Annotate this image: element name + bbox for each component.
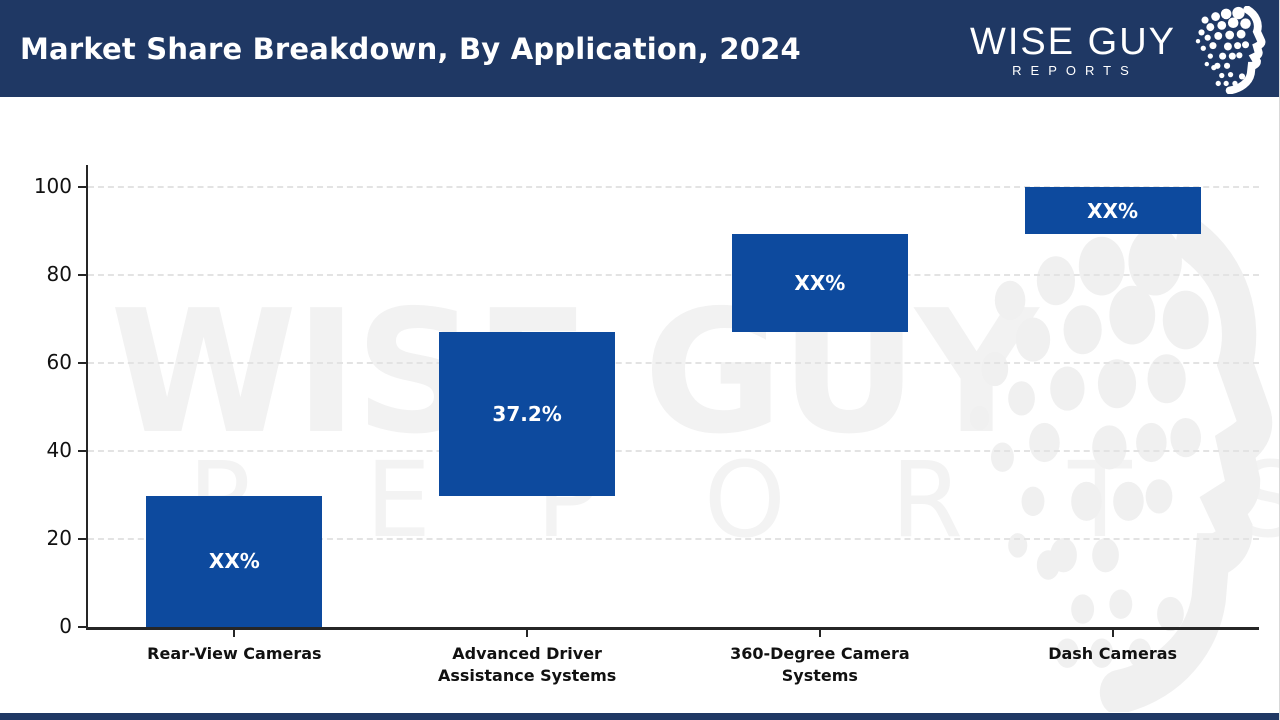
x-category-label: Dash Cameras <box>1048 644 1178 663</box>
bar-value-label: XX% <box>1087 198 1139 223</box>
x-tick <box>1111 627 1114 637</box>
y-tick-label: 0 <box>59 614 72 638</box>
x-tick <box>526 627 529 637</box>
x-category-label: 360-Degree Camera Systems <box>730 644 910 685</box>
logo-wordmark: WISE GUY <box>969 20 1176 63</box>
bar-value-label: 37.2% <box>492 402 562 427</box>
y-tick-label: 100 <box>33 174 72 198</box>
logo: WISE GUY REPORTS <box>970 6 1270 94</box>
y-gridline <box>88 450 1259 452</box>
y-tick <box>78 450 88 452</box>
y-tick <box>78 362 88 364</box>
y-gridline <box>88 274 1259 276</box>
logo-text: WISE GUY REPORTS <box>969 20 1176 79</box>
y-tick <box>78 538 88 540</box>
bar: XX% <box>1024 187 1201 235</box>
x-tick <box>818 627 821 637</box>
y-gridline <box>88 186 1259 188</box>
x-tick <box>233 627 236 637</box>
bar-value-label: XX% <box>208 549 260 574</box>
x-category-label: Advanced Driver Assistance Systems <box>437 644 617 685</box>
bar: XX% <box>146 495 323 627</box>
y-tick-label: 20 <box>46 526 72 550</box>
bar: 37.2% <box>439 332 616 496</box>
logo-subtext: REPORTS <box>1012 63 1138 79</box>
bar: XX% <box>731 234 908 333</box>
y-tick <box>78 186 88 188</box>
y-tick-label: 80 <box>46 262 72 286</box>
plot-area: 0 20 40 60 80 100 XX% Rear-View Cameras 37.2% Adv… <box>34 165 1259 685</box>
page-title: Market Share Breakdown, By Application, … <box>20 31 801 66</box>
y-gridline <box>88 538 1259 540</box>
y-tick <box>78 274 88 276</box>
y-tick-label: 60 <box>46 350 72 374</box>
bar-value-label: XX% <box>794 271 846 296</box>
y-tick <box>78 626 88 628</box>
footer-bar <box>0 713 1279 720</box>
logo-face-icon <box>1170 6 1270 94</box>
y-gridline <box>88 362 1259 364</box>
header-bar: Market Share Breakdown, By Application, … <box>0 0 1279 97</box>
y-tick-label: 40 <box>46 438 72 462</box>
x-category-label: Rear-View Cameras <box>147 644 322 663</box>
